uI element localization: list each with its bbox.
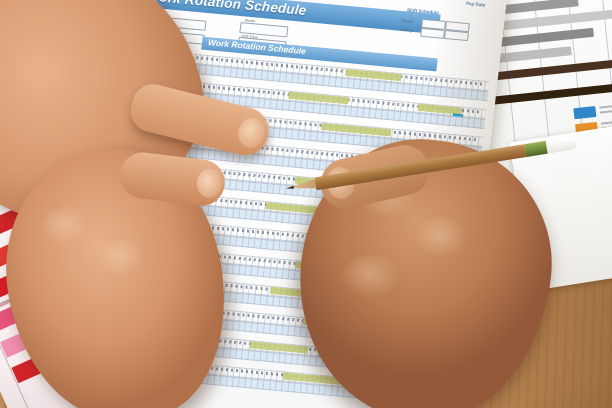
knuckle [36,201,104,260]
knuckle [336,251,415,317]
starting-label: Starting [398,27,412,33]
knuckle [411,213,481,275]
starting-field[interactable] [420,27,445,39]
period-end-field[interactable] [444,21,470,33]
ending-field[interactable] [443,29,469,42]
legend-swatch-planned [573,106,597,120]
selected-day-cell[interactable] [452,114,463,124]
pay-date-label: Pay Date [465,0,486,8]
knuckle [96,234,159,290]
shift-highlight [417,103,463,115]
